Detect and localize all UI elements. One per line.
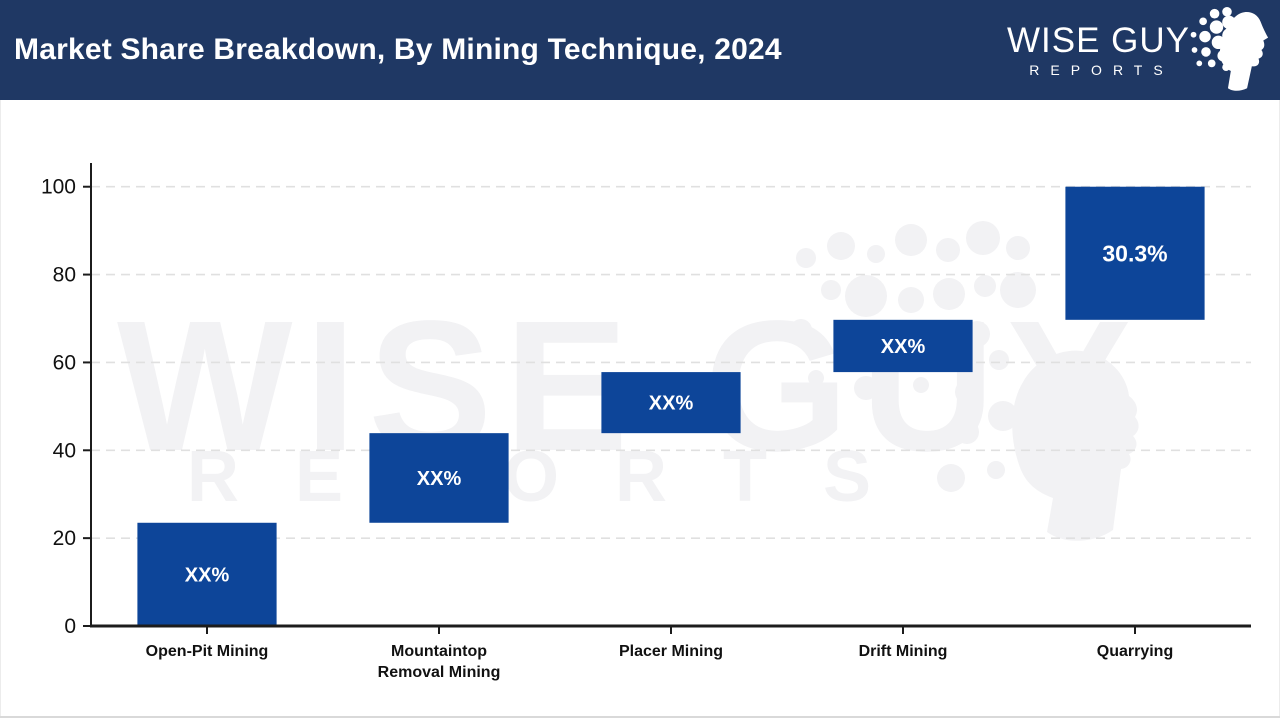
bar-4 [1065, 186, 1205, 320]
bar-value-label-4: 30.3% [1102, 240, 1167, 266]
bar-value-label-0: XX% [185, 564, 230, 586]
y-tick-label-0: 0 [64, 615, 76, 638]
footer-divider [0, 716, 1280, 718]
bar-value-label-2: XX% [649, 393, 694, 415]
wise-guy-logo: WISE GUY REPORTS [1007, 0, 1270, 100]
chart-area: WISE GUY REPORTS XX% Open-Pit Mining XX% Mo… [0, 100, 1280, 716]
x-category-label-2: Placer Mining [619, 643, 723, 660]
y-tick-label-80: 80 [53, 264, 76, 287]
x-category-label-3: Drift Mining [859, 643, 948, 660]
bar-value-label-1: XX% [417, 468, 462, 490]
y-tick-label-20: 20 [53, 527, 76, 550]
y-tick-label-100: 100 [41, 176, 76, 199]
face-profile-icon [1190, 7, 1269, 91]
bar-value-label-3: XX% [881, 336, 926, 358]
y-tick-label-60: 60 [53, 351, 76, 374]
bar-3 [833, 319, 973, 373]
y-tick-label-40: 40 [53, 439, 76, 462]
x-category-label-1: Mountaintop Removal Mining [378, 643, 501, 681]
bar-0 [137, 522, 277, 626]
x-category-label-4: Quarrying [1097, 643, 1173, 660]
page-title: Market Share Breakdown, By Mining Techni… [14, 33, 782, 66]
logo-wordmark: WISE GUY [1006, 20, 1190, 60]
logo-text: WISE GUY REPORTS [1007, 23, 1190, 78]
bar-2 [601, 372, 741, 434]
logo-subtext: REPORTS [1029, 61, 1174, 78]
x-category-label-0: Open-Pit Mining [146, 643, 269, 660]
header-bar: Market Share Breakdown, By Mining Techni… [0, 0, 1280, 100]
waterfall-chart: XX% Open-Pit Mining XX% Mountaintop Removal … [41, 163, 1251, 681]
bar-1 [369, 433, 509, 523]
